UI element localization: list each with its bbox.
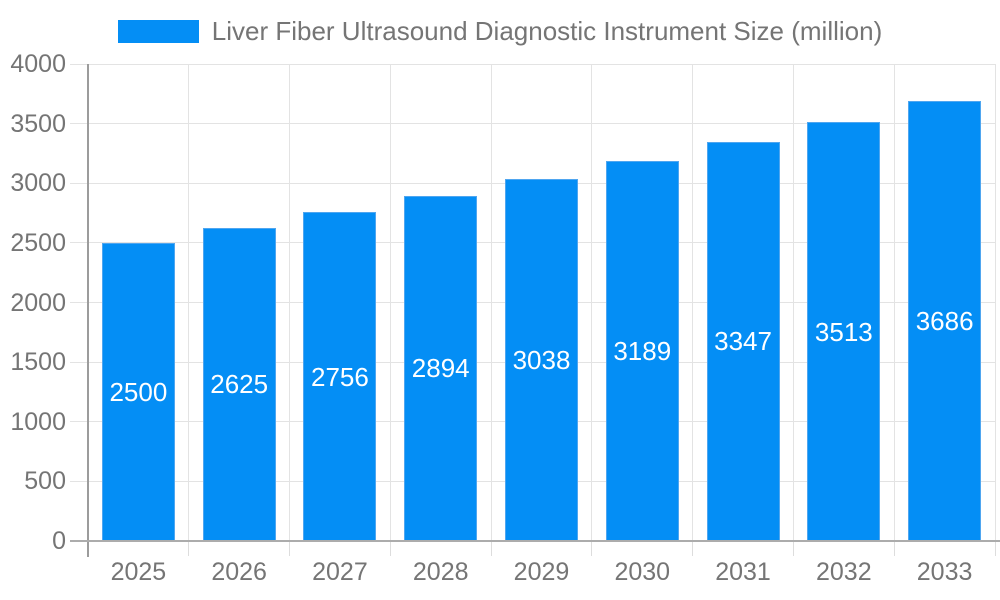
bar[interactable] xyxy=(404,195,478,541)
x-axis-label: 2025 xyxy=(110,558,167,586)
x-gridline xyxy=(792,64,794,541)
bar-value-label: 3189 xyxy=(613,335,672,366)
y-axis-tick xyxy=(70,480,88,482)
y-axis-label: 1500 xyxy=(10,348,66,377)
y-axis-label: 0 xyxy=(52,527,66,555)
bar[interactable] xyxy=(303,212,377,541)
y-axis-label: 3500 xyxy=(10,109,66,138)
bar-value-label: 2756 xyxy=(311,361,369,392)
bar-value-label: 2894 xyxy=(411,353,470,384)
x-axis-tick xyxy=(490,541,492,556)
x-axis-label: 2030 xyxy=(614,558,671,586)
y-axis-label: 500 xyxy=(24,467,66,496)
bar-value-label: 3038 xyxy=(512,344,571,375)
bar[interactable] xyxy=(807,122,881,541)
x-axis-label: 2033 xyxy=(916,558,973,586)
y-axis-tick xyxy=(70,421,88,423)
x-axis-label: 2028 xyxy=(412,558,469,586)
y-axis-tick xyxy=(70,182,88,184)
legend-swatch-icon xyxy=(117,19,199,43)
x-axis-label: 2032 xyxy=(816,558,872,586)
bar-value-label: 3347 xyxy=(714,326,772,357)
y-axis-tick xyxy=(70,361,88,363)
bar-value-label: 2500 xyxy=(109,376,168,407)
bar[interactable] xyxy=(101,242,175,541)
y-axis-line xyxy=(87,64,89,557)
x-axis-tick xyxy=(591,541,593,556)
x-axis-tick xyxy=(188,541,190,556)
y-axis-label: 2500 xyxy=(10,228,66,257)
x-gridline xyxy=(994,64,996,541)
x-axis-tick xyxy=(792,541,794,556)
y-axis-label: 3000 xyxy=(10,169,66,198)
x-axis-tick xyxy=(994,541,996,556)
x-axis-tick xyxy=(893,541,895,556)
x-gridline xyxy=(389,64,391,541)
x-gridline xyxy=(692,64,694,541)
y-axis-label: 1000 xyxy=(10,407,66,436)
chart-legend[interactable]: Liver Fiber Ultrasound Diagnostic Instru… xyxy=(0,10,1000,52)
bar[interactable] xyxy=(605,160,679,541)
y-gridline xyxy=(88,63,995,65)
x-gridline xyxy=(591,64,593,541)
bar[interactable] xyxy=(908,101,982,541)
x-gridline xyxy=(893,64,895,541)
bar-value-label: 3686 xyxy=(915,306,974,337)
y-gridline xyxy=(88,123,995,125)
x-gridline xyxy=(490,64,492,541)
x-axis-label: 2027 xyxy=(312,558,368,586)
x-axis-line xyxy=(70,540,1000,542)
bar[interactable] xyxy=(202,227,276,541)
y-axis-tick xyxy=(70,63,88,65)
x-axis-label: 2031 xyxy=(715,558,771,586)
legend-label: Liver Fiber Ultrasound Diagnostic Instru… xyxy=(211,15,883,46)
bar-value-label: 2625 xyxy=(210,369,269,400)
x-axis-tick xyxy=(692,541,694,556)
bar[interactable] xyxy=(504,178,579,541)
x-axis-tick xyxy=(389,541,391,556)
y-axis-tick xyxy=(70,302,88,303)
x-axis-label: 2029 xyxy=(513,558,570,586)
bar[interactable] xyxy=(706,141,780,541)
x-gridline xyxy=(188,64,190,541)
y-axis-tick xyxy=(70,242,88,244)
x-axis-label: 2026 xyxy=(211,558,267,586)
y-axis-label: 2000 xyxy=(10,288,66,317)
x-gridline xyxy=(289,64,291,541)
x-axis-tick xyxy=(289,541,291,556)
y-axis-tick xyxy=(70,123,88,125)
y-axis-label: 4000 xyxy=(10,50,66,78)
bar-value-label: 3513 xyxy=(814,316,873,347)
